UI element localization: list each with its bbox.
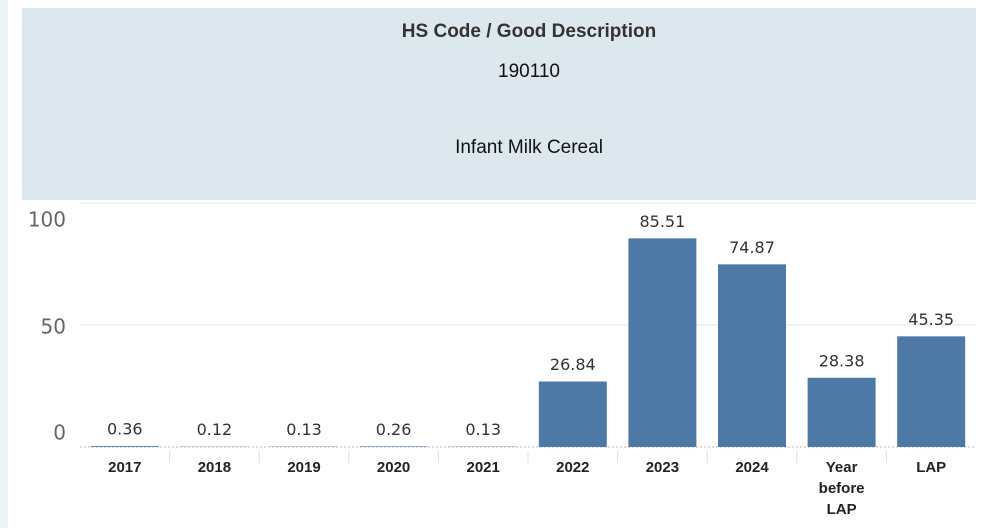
bar [807,377,876,447]
x-tick-label: 2018 [197,459,232,476]
bar [538,381,607,447]
value-label: 0.13 [286,420,322,439]
left-strip [0,0,8,528]
x-tick-label: 2017 [108,459,142,476]
x-tick-label: 2023 [645,459,680,476]
header-description: Infant Milk Cereal [455,137,603,158]
x-tick-label: 2021 [466,459,500,476]
value-label: 45.35 [908,310,954,329]
value-label: 0.36 [107,420,143,439]
header-panel [22,8,976,200]
x-tick-label: 2020 [376,459,411,476]
header-code: 190110 [498,61,560,82]
x-tick-label: 2022 [556,459,590,476]
value-label: 28.38 [819,351,865,370]
value-label: 0.12 [197,420,233,439]
value-label: 26.84 [550,355,596,374]
bar [628,238,697,447]
value-label: 0.13 [465,420,501,439]
y-tick-label: 50 [41,315,66,339]
x-tick-label: 2019 [287,459,321,476]
x-tick-label: 2024 [735,459,769,476]
x-tick-label: LAP [916,459,947,476]
header-title: HS Code / Good Description [402,21,656,42]
bar [359,446,428,447]
x-tick-label: Year before LAP [818,459,865,518]
value-label: 0.26 [376,420,412,439]
value-label: 74.87 [729,238,775,257]
y-tick-label: 0 [53,421,66,445]
value-label: 85.51 [639,212,685,231]
bar [718,264,786,447]
y-tick-label: 100 [28,208,66,232]
bar [897,336,966,447]
bar [90,446,159,447]
